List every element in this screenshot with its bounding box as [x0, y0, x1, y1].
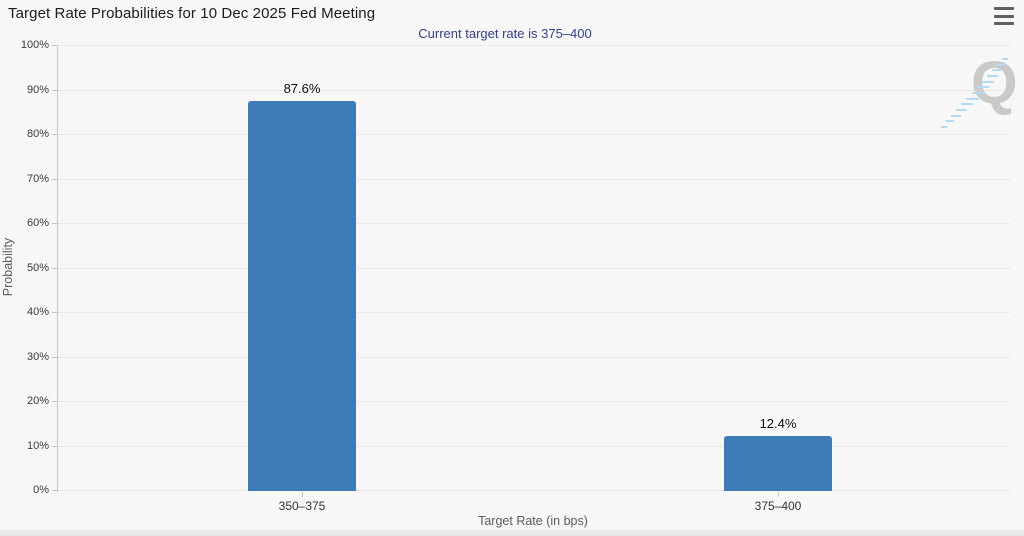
- y-tick-label: 30%: [26, 350, 49, 363]
- gridline: [57, 134, 1009, 135]
- gridline: [57, 356, 1009, 358]
- y-tick-label: 40%: [26, 306, 49, 318]
- hamburger-icon: [994, 14, 1014, 18]
- menu-button[interactable]: [994, 7, 1016, 25]
- watermark-swoosh-dash: [996, 63, 1005, 66]
- watermark-swoosh-dash: [971, 92, 985, 94]
- y-axis-tick: [52, 267, 57, 269]
- y-tick-label: 80%: [26, 128, 49, 140]
- x-axis-title: Target Rate (in bps): [478, 514, 588, 528]
- gridline: [57, 45, 1009, 46]
- watermark-swoosh-dash: [991, 69, 1002, 72]
- y-axis-title: Probability: [1, 237, 15, 297]
- x-category-label: 350–375: [278, 499, 326, 513]
- gridline: [57, 445, 1009, 447]
- bar-350–375[interactable]: [248, 101, 356, 491]
- gridline: [57, 267, 1009, 269]
- gridline: [57, 223, 1009, 224]
- watermark-q-logo: Q: [971, 49, 1018, 116]
- watermark-swoosh-dash: [981, 80, 994, 83]
- x-axis-tick: [302, 492, 303, 497]
- watermark-swoosh-dash: [956, 109, 968, 111]
- y-tick-label: 20%: [26, 395, 49, 407]
- bar-value-label: 87.6%: [283, 81, 321, 97]
- y-tick-label: 90%: [26, 83, 49, 96]
- y-tick-label: 10%: [26, 439, 49, 452]
- y-tick-label: 60%: [26, 217, 49, 229]
- x-category-label: 375–400: [754, 499, 802, 513]
- gridline: [57, 490, 1009, 491]
- y-axis-tick: [52, 89, 57, 91]
- y-tick-label: 50%: [26, 261, 49, 274]
- y-axis-tick: [52, 178, 57, 180]
- gridline: [57, 401, 1009, 402]
- hamburger-icon: [994, 22, 1014, 25]
- watermark-swoosh-dash: [946, 120, 954, 123]
- y-axis-line: [57, 46, 58, 492]
- y-tick-label: 70%: [26, 172, 49, 185]
- watermark-swoosh-dash: [1002, 58, 1008, 60]
- gridline: [57, 178, 1009, 180]
- y-axis-tick: [52, 312, 57, 313]
- gridline: [57, 89, 1009, 91]
- bottom-strip: [0, 530, 1024, 536]
- chart-subtitle: Current target rate is 375–400: [418, 26, 592, 41]
- y-tick-label: 100%: [20, 39, 49, 51]
- y-axis-tick: [52, 401, 57, 402]
- watermark-swoosh-dash: [976, 86, 990, 89]
- watermark-swoosh-dash: [966, 97, 980, 100]
- y-axis-tick: [52, 490, 57, 491]
- bar-375–400[interactable]: [724, 435, 832, 491]
- y-axis-tick: [52, 445, 57, 447]
- watermark-swoosh-dash: [951, 114, 961, 117]
- y-axis-tick: [52, 134, 57, 135]
- y-tick-label: 0%: [33, 484, 49, 496]
- chart-title: Target Rate Probabilities for 10 Dec 202…: [8, 5, 376, 22]
- y-axis-tick: [52, 45, 57, 46]
- gridline: [57, 312, 1009, 313]
- watermark-swoosh-dash: [986, 75, 998, 77]
- x-axis-tick: [778, 492, 779, 497]
- y-axis-tick: [52, 356, 57, 358]
- watermark-swoosh-dash: [961, 103, 974, 106]
- y-axis-tick: [52, 223, 57, 224]
- watermark-swoosh-dash: [941, 126, 947, 128]
- bar-value-label: 12.4%: [759, 415, 797, 431]
- hamburger-icon: [994, 7, 1014, 10]
